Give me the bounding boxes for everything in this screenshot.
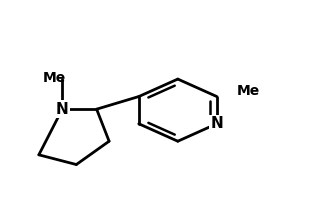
Text: N: N	[56, 102, 69, 117]
Text: Me: Me	[43, 71, 66, 85]
Text: N: N	[210, 116, 223, 131]
Text: Me: Me	[237, 84, 261, 98]
